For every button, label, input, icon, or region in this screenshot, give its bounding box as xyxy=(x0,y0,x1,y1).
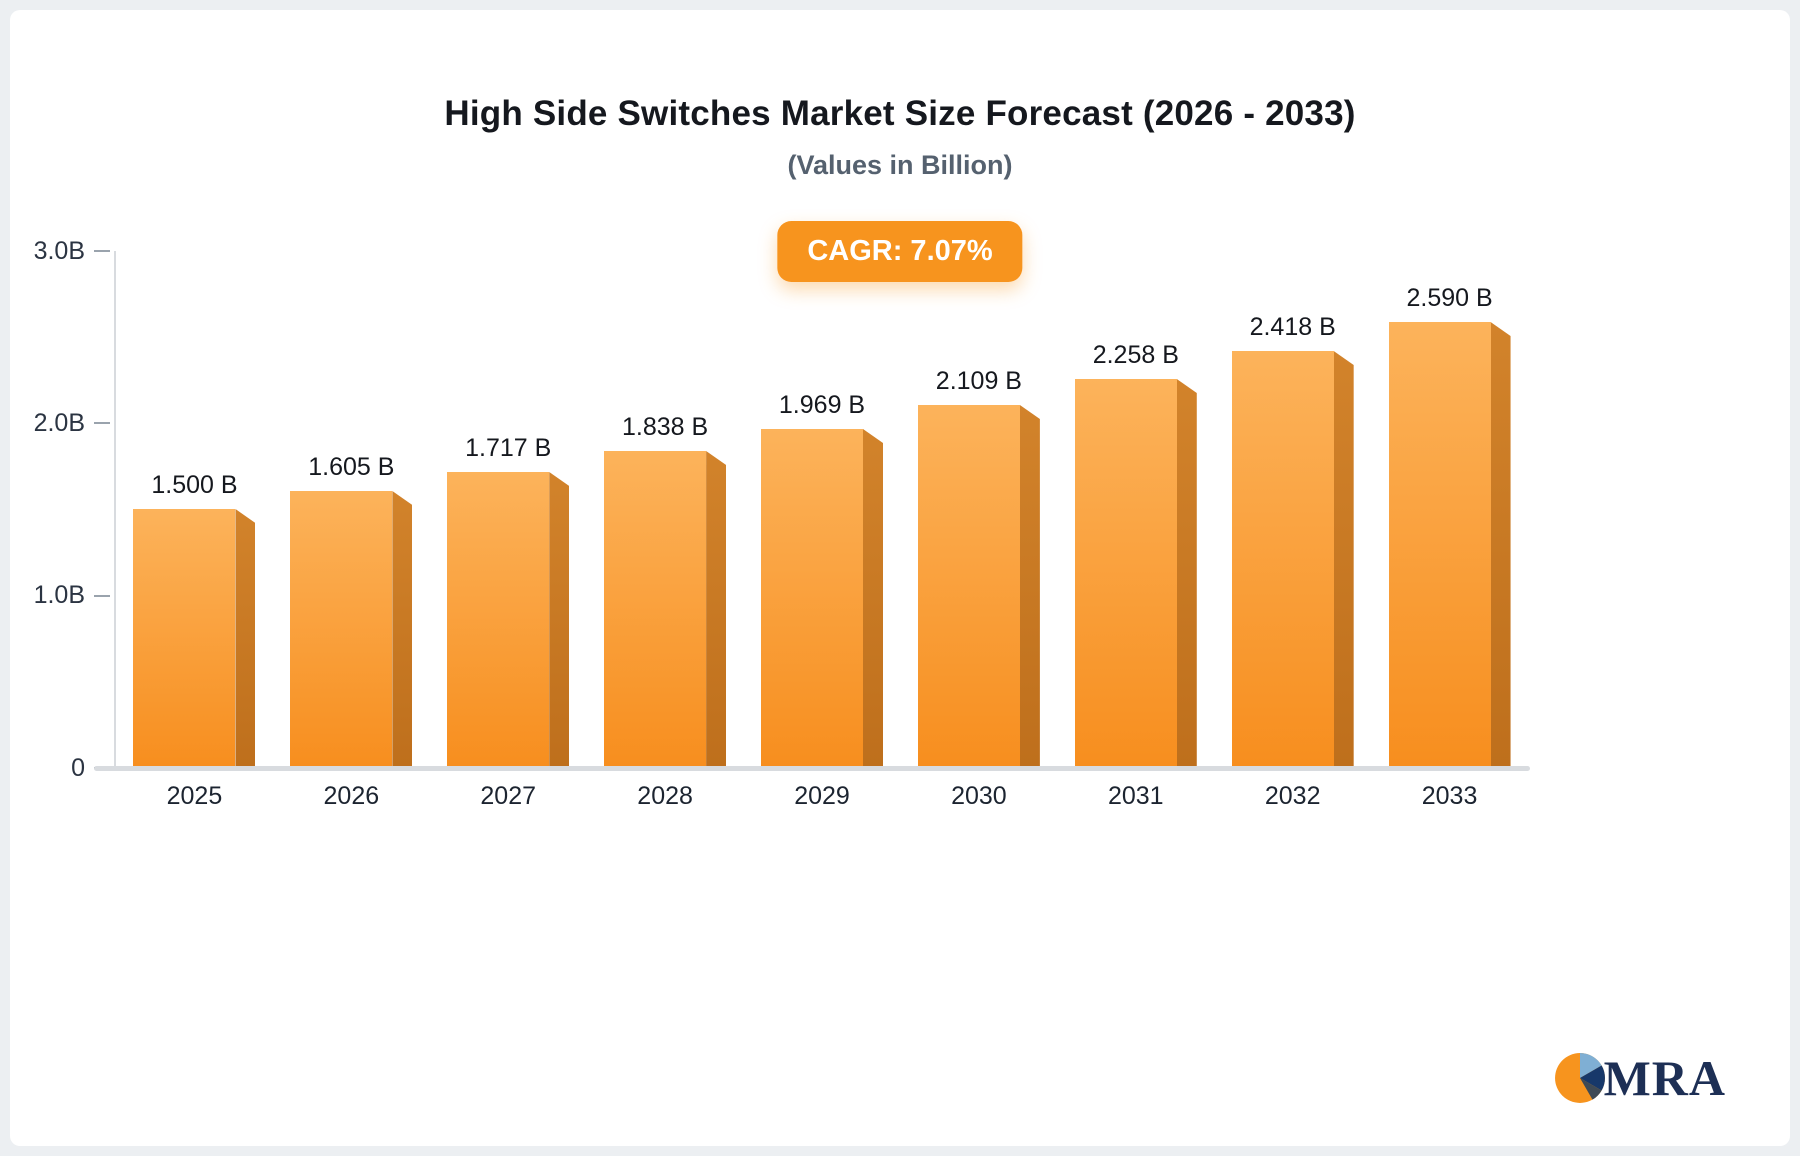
chart-card: High Side Switches Market Size Forecast … xyxy=(10,10,1790,1146)
bar-front-face xyxy=(290,491,393,768)
bar-front-face xyxy=(604,451,707,768)
x-axis-label: 2033 xyxy=(1421,782,1478,810)
bar-value-label: 2.109 B xyxy=(935,367,1022,395)
brand-logo-text: MRA xyxy=(1603,1050,1726,1106)
bar xyxy=(917,405,1040,768)
bar-front-face xyxy=(761,429,863,768)
y-tick-dash-icon xyxy=(94,594,110,597)
x-axis-line xyxy=(94,766,1530,771)
bar-front-face xyxy=(1074,379,1177,768)
y-tick: 3.0B xyxy=(10,236,110,266)
x-axis-label: 2031 xyxy=(1107,782,1164,810)
y-tick-label: 3.0B xyxy=(33,236,85,265)
bar-side-face xyxy=(1333,351,1354,768)
bar-value-label: 2.258 B xyxy=(1092,341,1179,369)
bar xyxy=(604,451,727,768)
plot-area: 3.0B 2.0B 1.0B 0 1.500 B 1.605 B 1.717 B 1.838… xyxy=(10,237,1790,782)
bar-value-label: 1.717 B xyxy=(465,434,552,462)
chart-subtitle: (Values in Billion) xyxy=(787,150,1013,180)
bar-front-face xyxy=(133,509,236,768)
y-tick-label: 1.0B xyxy=(33,581,85,610)
bar-value-label: 1.838 B xyxy=(622,413,709,441)
bar-front-face xyxy=(447,472,550,768)
bar-group: 2.590 B xyxy=(1371,251,1528,768)
y-tick: 1.0B xyxy=(10,581,110,611)
bar-group: 1.500 B xyxy=(116,251,273,768)
chart-title: High Side Switches Market Size Forecast … xyxy=(444,94,1356,133)
bar-group: 1.969 B xyxy=(744,251,901,768)
y-axis-line xyxy=(114,251,116,768)
bar xyxy=(761,429,883,768)
bar xyxy=(290,491,413,768)
bar-side-face xyxy=(1019,405,1040,768)
bar-front-face xyxy=(1388,322,1491,768)
bar-value-label: 1.969 B xyxy=(778,391,866,419)
x-axis-label: 2027 xyxy=(480,782,537,810)
bar-value-label: 1.500 B xyxy=(151,471,238,499)
brand-logo: MRA xyxy=(1554,1052,1726,1104)
bar xyxy=(1231,351,1354,768)
bar-front-face xyxy=(917,405,1020,768)
bar-group: 1.838 B xyxy=(587,251,744,768)
y-tick-dash-icon xyxy=(94,250,110,252)
bars-row: 1.500 B 1.605 B 1.717 B 1.838 B 1.969 B 2.109… xyxy=(116,251,1528,768)
x-axis-label: 2029 xyxy=(794,782,850,810)
bar-front-face xyxy=(1231,351,1334,768)
bar-side-face xyxy=(392,491,413,768)
bar-value-label: 1.605 B xyxy=(308,453,395,481)
bar-side-face xyxy=(1176,379,1197,768)
x-axis-labels: 2025 2026 2027 2028 2029 2030 2031 2032 2033 xyxy=(116,782,1528,811)
x-axis-label: 2032 xyxy=(1264,782,1321,810)
x-axis-label: 2026 xyxy=(323,782,380,810)
y-tick-label: 2.0B xyxy=(33,408,85,437)
x-axis-label: 2030 xyxy=(951,782,1007,810)
bar-side-face xyxy=(706,451,727,768)
bar-side-face xyxy=(549,472,570,768)
y-tick: 2.0B xyxy=(10,408,110,438)
brand-pie-icon xyxy=(1554,1053,1605,1103)
x-axis-label: 2028 xyxy=(637,782,693,810)
x-axis-label: 2025 xyxy=(166,782,223,810)
bar-group: 2.418 B xyxy=(1214,251,1371,768)
bar-group: 1.717 B xyxy=(430,251,587,768)
y-tick-dash-icon xyxy=(94,422,110,425)
bar xyxy=(133,509,256,768)
bar-side-face xyxy=(235,509,256,768)
bar xyxy=(447,472,570,768)
bar xyxy=(1074,379,1197,768)
bar-group: 2.258 B xyxy=(1057,251,1214,768)
y-axis: 3.0B 2.0B 1.0B 0 xyxy=(10,237,1790,782)
y-tick-label: 0 xyxy=(71,753,85,782)
bar-group: 1.605 B xyxy=(273,251,430,768)
bar-side-face xyxy=(863,429,883,768)
bar-value-label: 2.590 B xyxy=(1406,284,1493,312)
bar xyxy=(1388,322,1511,768)
bar-value-label: 2.418 B xyxy=(1249,313,1336,341)
bar-group: 2.109 B xyxy=(900,251,1057,768)
bar-side-face xyxy=(1490,322,1511,768)
cagr-badge: CAGR: 7.07% xyxy=(777,221,1023,282)
